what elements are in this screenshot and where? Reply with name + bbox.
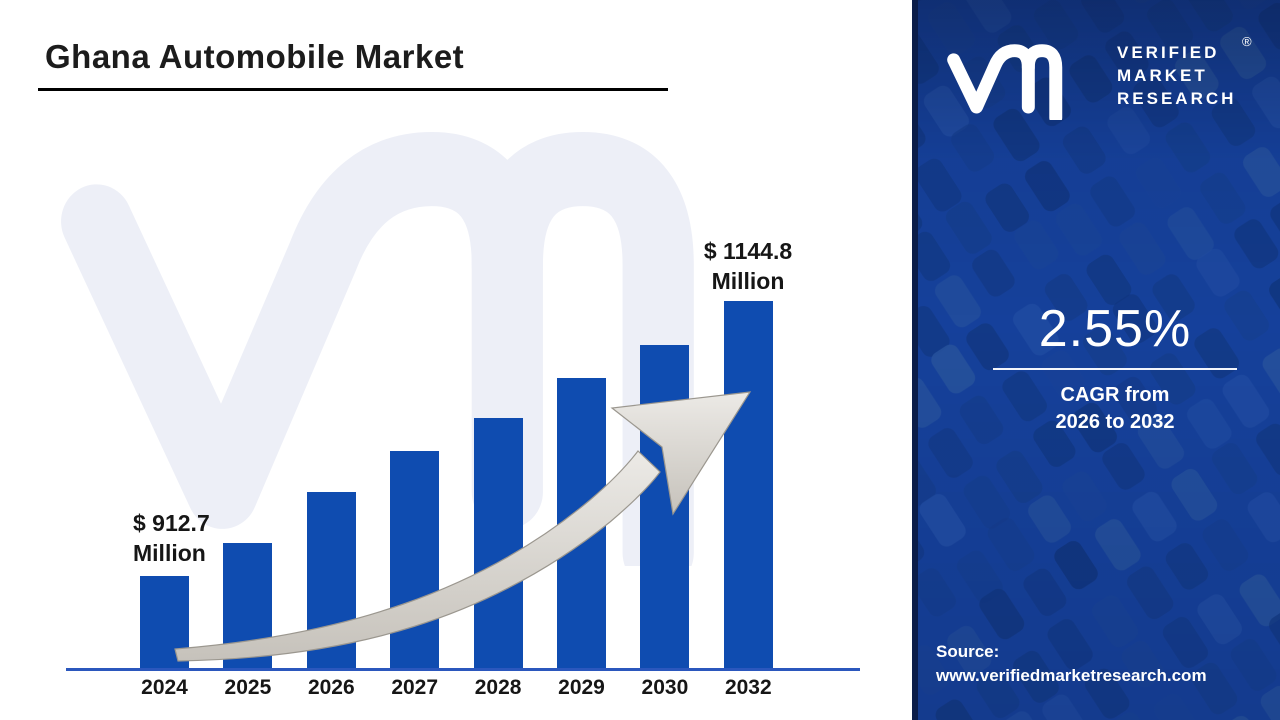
cagr-block: 2.55% CAGR from 2026 to 2032 — [992, 300, 1238, 436]
page-title: Ghana Automobile Market — [45, 38, 465, 75]
bar-2032 — [723, 301, 773, 668]
brand-panel: VERIFIED MARKET RESEARCH ® 2.55% CAGR fr… — [912, 0, 1280, 720]
vmr-logo-glyph — [947, 44, 1063, 120]
traffic-background-image — [912, 0, 1280, 720]
x-axis-label-2029: 2029 — [558, 676, 605, 699]
vmr-logo: VERIFIED MARKET RESEARCH ® — [912, 0, 1280, 130]
vmr-logo-text: VERIFIED MARKET RESEARCH — [1117, 41, 1236, 110]
value-label-2024: $ 912.7 Million — [133, 508, 303, 568]
x-axis-label-2024: 2024 — [141, 676, 188, 699]
value-label-2032-amount: $ 1144.8 — [703, 238, 793, 264]
vmr-logo-text-line2: MARKET — [1117, 66, 1208, 85]
panel-shade-overlay — [912, 0, 1280, 720]
x-axis-label-2027: 2027 — [391, 676, 439, 699]
vmr-logo-text-line1: VERIFIED — [1117, 43, 1220, 62]
cagr-caption-line2: 2026 to 2032 — [1055, 411, 1175, 433]
x-axis-label-2028: 2028 — [474, 676, 522, 699]
growth-arrow — [174, 391, 752, 662]
bar-2027 — [390, 451, 440, 668]
cagr-value: 2.55% — [1038, 300, 1192, 358]
title-underline — [38, 88, 668, 91]
cagr-caption: CAGR from 2026 to 2032 — [992, 382, 1238, 436]
bar-chart: 2024 2025 2026 2027 2028 2029 2030 2032 $ 912.7… — [66, 236, 860, 699]
vmr-logo-text-line3: RESEARCH — [1117, 89, 1237, 108]
value-label-2024-unit: Million — [133, 540, 206, 566]
source-url[interactable]: www.verifiedmarketresearch.com — [936, 666, 1207, 685]
x-axis-label-2025: 2025 — [224, 676, 272, 699]
bar-2024 — [140, 576, 189, 668]
source-label: Source: — [936, 642, 1000, 661]
registered-trademark-icon: ® — [1242, 34, 1252, 49]
bar-2026 — [306, 492, 356, 668]
bar-2028 — [473, 418, 523, 668]
value-label-2032: $ 1144.8 Million — [668, 236, 828, 296]
x-axis-line — [66, 668, 860, 671]
source-attribution: Source: www.verifiedmarketresearch.com — [936, 640, 1207, 688]
vmr-watermark-logo — [61, 131, 694, 566]
bar-2029 — [557, 378, 606, 668]
panel-edge — [912, 0, 918, 720]
x-axis-label-2030: 2030 — [641, 676, 689, 699]
cagr-divider — [993, 368, 1237, 370]
chart-area: Ghana Automobile Market 2024 2025 2026 2027… — [38, 38, 860, 699]
value-label-2024-amount: $ 912.7 — [133, 510, 210, 536]
cagr-caption-line1: CAGR from — [1060, 384, 1170, 406]
x-axis-label-2026: 2026 — [307, 676, 355, 699]
value-label-2032-unit: Million — [711, 268, 785, 294]
x-axis-label-2032: 2032 — [724, 676, 772, 699]
bar-2030 — [640, 345, 690, 668]
